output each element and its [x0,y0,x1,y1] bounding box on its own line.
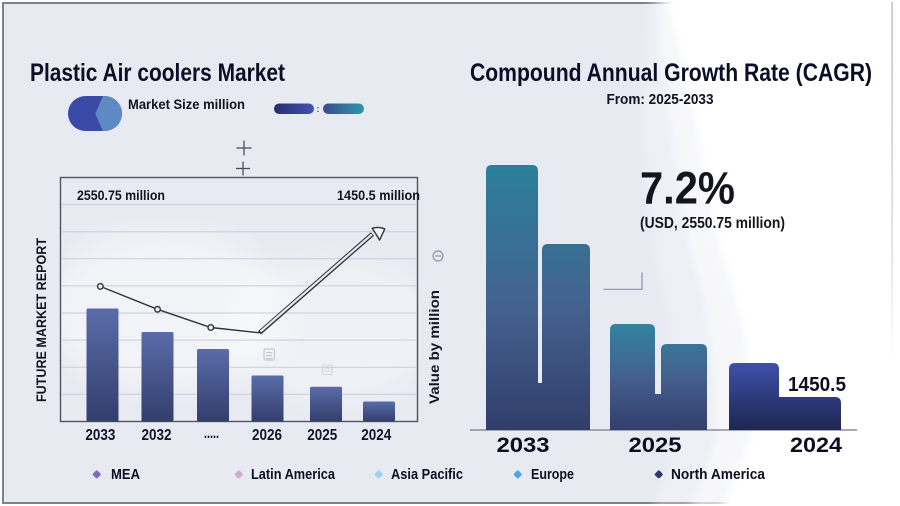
svg-text:1450.5 million: 1450.5 million [337,188,420,203]
svg-text:2026: 2026 [252,427,282,444]
svg-text:North America: North America [671,467,766,483]
svg-text:2032: 2032 [142,427,172,444]
svg-text:2025: 2025 [629,434,682,457]
svg-text:Europe: Europe [531,467,574,483]
svg-text:2033: 2033 [497,434,550,457]
svg-text:FUTURE MARKET REPORT: FUTURE MARKET REPORT [34,237,49,402]
svg-text:Value by million: Value by million [427,290,442,404]
svg-text:(USD, 2550.75 million): (USD, 2550.75 million) [640,215,785,232]
svg-text:Asia Pacific: Asia Pacific [391,467,463,483]
svg-text::: : [317,104,320,114]
svg-text:.....: ..... [204,425,219,442]
svg-text:2025: 2025 [307,427,337,444]
svg-text:Plastic Air coolers Market: Plastic Air coolers Market [30,59,286,87]
svg-text:From: 2025-2033: From: 2025-2033 [607,91,714,108]
svg-text:MEA: MEA [111,467,140,483]
svg-text:2024: 2024 [361,427,391,444]
svg-text:1450.5: 1450.5 [788,374,846,396]
svg-text:Latin America: Latin America [251,467,336,483]
svg-text:Compound Annual Growth Rate (C: Compound Annual Growth Rate (CAGR) [470,59,872,87]
svg-text:2550.75 million: 2550.75 million [77,188,165,203]
svg-text:Market Size million: Market Size million [128,96,245,112]
svg-text:7.2%: 7.2% [640,163,735,214]
svg-text:2033: 2033 [85,427,115,444]
svg-text:2024: 2024 [790,434,842,457]
